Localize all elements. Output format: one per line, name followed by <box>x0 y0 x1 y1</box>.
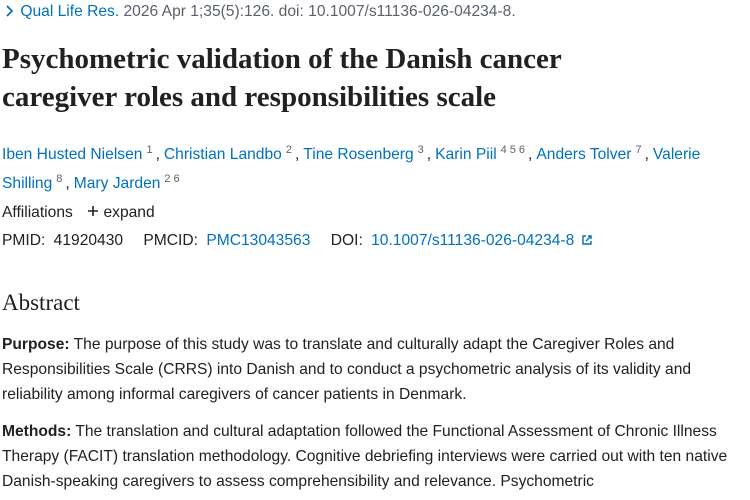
separator: , <box>644 146 649 164</box>
affiliation-refs: 3 <box>418 144 427 156</box>
affiliation-ref[interactable]: 2 <box>285 144 295 156</box>
affiliation-ref[interactable]: 7 <box>635 144 645 156</box>
affiliation-refs: 26 <box>164 173 182 185</box>
pmid-label: PMID: <box>2 232 46 249</box>
section-text: The translation and cultural adaptation … <box>2 423 728 490</box>
doi[interactable]: 10.1007/s11136-026-04234-8 <box>371 232 575 249</box>
external-link-icon[interactable] <box>581 234 593 246</box>
affiliation-ref[interactable]: 3 <box>417 144 427 156</box>
abstract-section: Methods: The translation and cultural ad… <box>2 419 747 494</box>
affiliation-ref[interactable]: 5 <box>509 144 519 156</box>
expand-toggle[interactable]: expand <box>87 204 155 221</box>
section-label: Methods: <box>2 423 72 440</box>
expand-label[interactable]: expand <box>103 204 155 221</box>
affiliations-label: Affiliations <box>2 204 73 221</box>
separator: , <box>528 146 533 164</box>
author-list: Iben Husted Nielsen 1, Christian Landbo 2, T… <box>2 138 742 196</box>
section-text: The purpose of this study was to transla… <box>2 336 692 403</box>
doi-label: DOI: <box>330 232 363 249</box>
affiliation-ref[interactable]: 1 <box>146 144 156 156</box>
affiliation-ref[interactable]: 6 <box>173 173 183 186</box>
citation-details: 2026 Apr 1;35(5):126. doi: 10.1007/s1113… <box>123 3 516 20</box>
article-title: Psychometric validation of the Danish ca… <box>2 43 562 113</box>
chevron-icon[interactable] <box>4 5 16 17</box>
author-link[interactable]: Mary Jarden <box>73 175 161 193</box>
pmcid-link[interactable]: PMC13043563 <box>206 232 311 249</box>
section-label: Purpose: <box>2 336 70 353</box>
affiliation-refs: 456 <box>501 144 528 156</box>
author-link[interactable]: Tine Rosenberg <box>303 146 414 164</box>
affiliation-refs: 2 <box>286 144 295 156</box>
separator: , <box>294 146 300 164</box>
author-link[interactable]: Karin Piil <box>435 146 497 164</box>
citation: Qual Life Res. 2026 Apr 1;35(5):126. doi… <box>4 3 516 21</box>
author-link[interactable]: Iben Husted Nielsen <box>2 146 143 164</box>
identifiers: PMID: 41920430 PMCID: PMC13043563 DOI: 1… <box>2 232 593 250</box>
author-link[interactable]: Anders Tolver <box>536 146 632 164</box>
affiliations-row: Affiliations expand <box>2 204 155 222</box>
affiliation-refs: 1 <box>146 144 155 156</box>
affiliation-ref[interactable]: 2 <box>164 173 174 186</box>
abstract-heading: Abstract <box>2 290 80 315</box>
author-link[interactable]: Valerie Shilling <box>2 146 701 193</box>
separator: , <box>65 175 70 193</box>
abstract-body: Purpose: The purpose of this study was t… <box>2 332 747 500</box>
separator: , <box>155 146 160 164</box>
journal-link[interactable]: Qual Life Res. <box>20 3 120 20</box>
plus-icon <box>88 206 99 216</box>
doi-link[interactable]: 10.1007/s11136-026-04234-8 <box>371 232 593 249</box>
affiliation-ref[interactable]: 8 <box>56 173 66 186</box>
pmid: 41920430 <box>53 232 124 249</box>
separator: , <box>426 146 432 164</box>
affiliation-refs: 7 <box>635 144 644 156</box>
abstract-section: Purpose: The purpose of this study was t… <box>2 332 747 407</box>
author-link[interactable]: Christian Landbo <box>163 146 282 164</box>
affiliation-ref[interactable]: 4 <box>500 144 510 156</box>
affiliation-refs: 8 <box>56 173 65 185</box>
pmcid-label: PMCID: <box>143 232 198 249</box>
affiliation-ref[interactable]: 6 <box>518 144 529 156</box>
